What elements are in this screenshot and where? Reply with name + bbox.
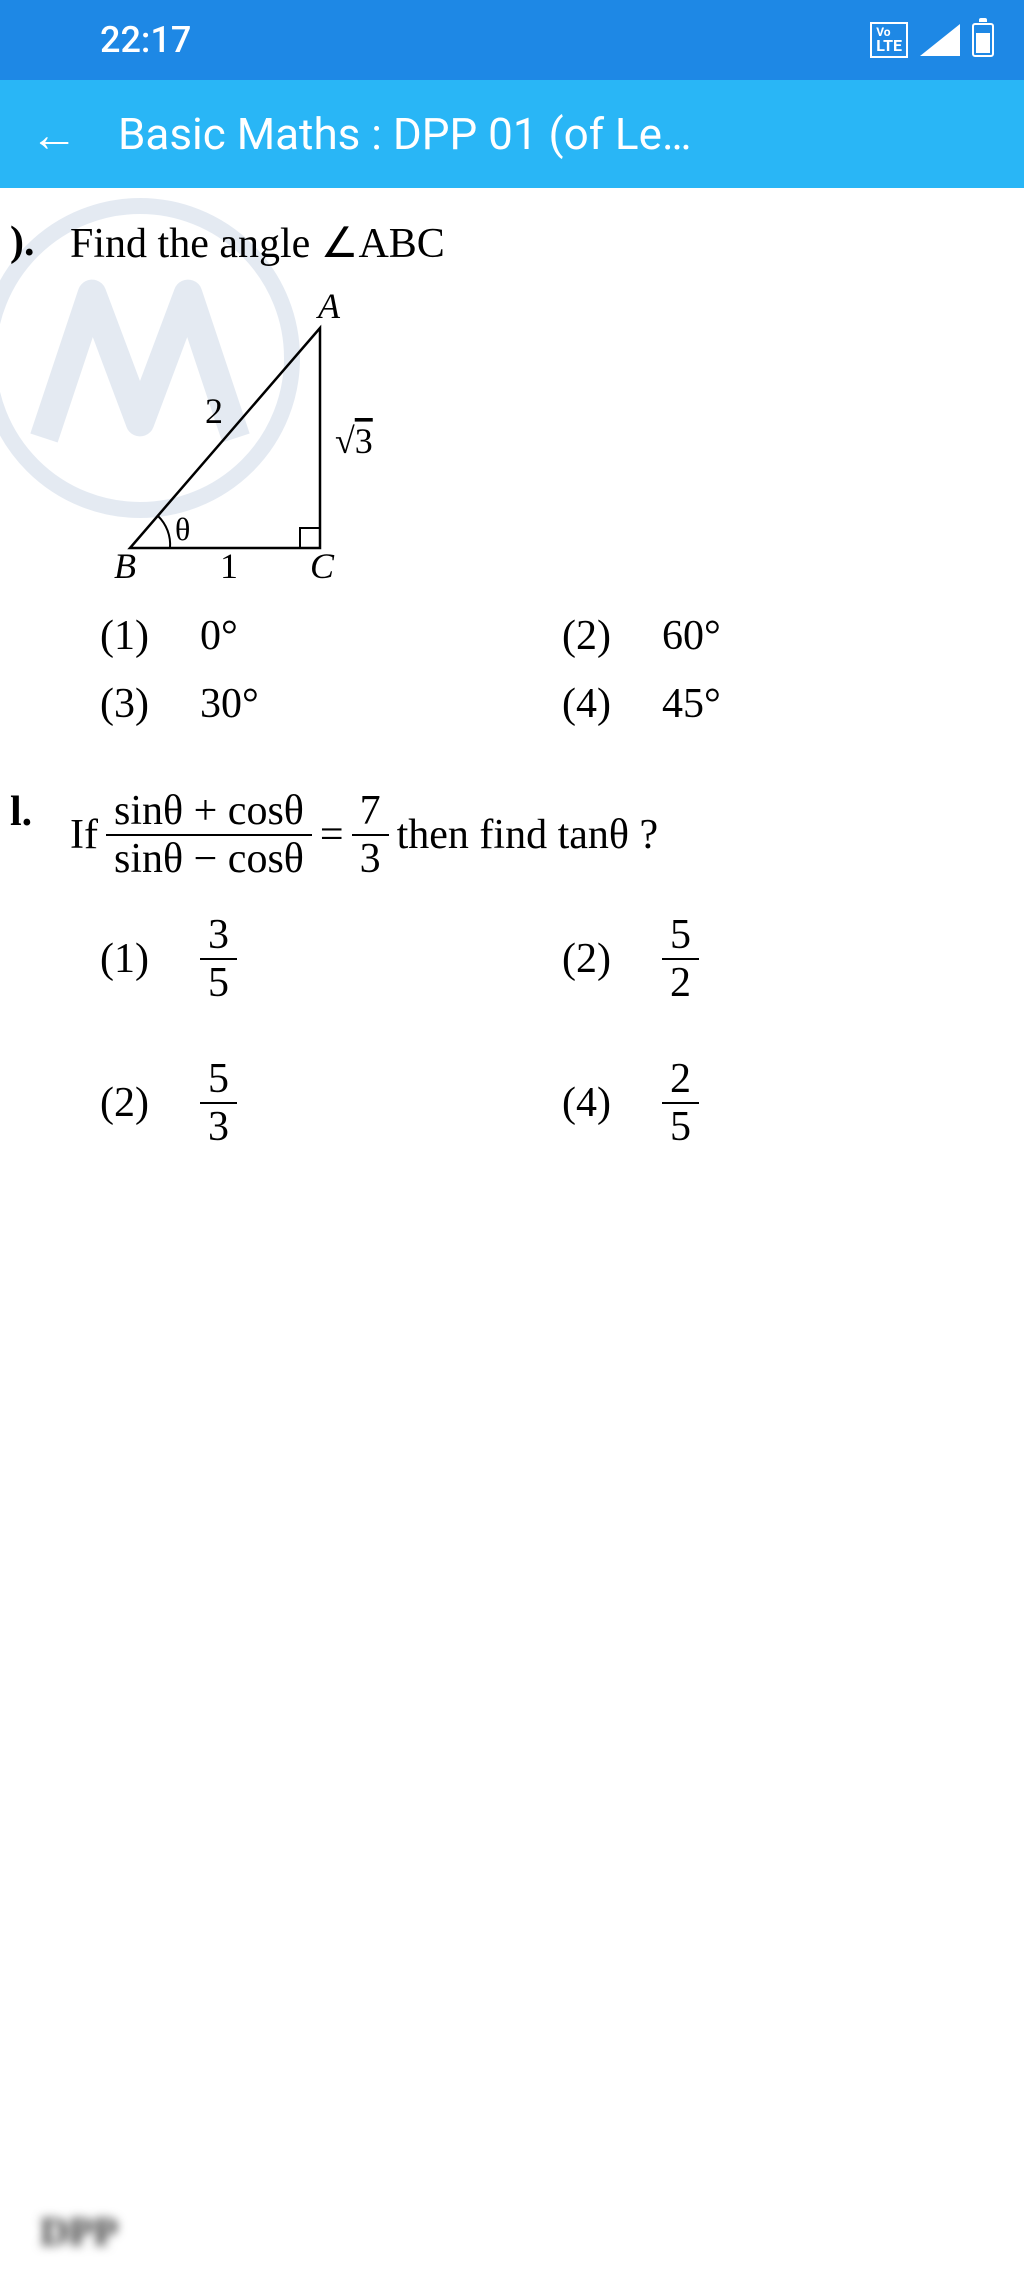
lte-bottom: LTE [876,38,902,54]
q0-prompt: Find the angle ∠ABC [70,218,984,268]
app-bar: ← Basic Maths : DPP 01 (of Le… [0,80,1024,188]
q1-o1-den: 5 [200,960,237,1006]
q1-equals: = [320,811,344,859]
q1-o4-den: 5 [662,1104,699,1150]
q1-o4-num: 2 [662,1056,699,1104]
q1-o2-den: 2 [662,960,699,1006]
q0-o1-label: (1) [100,612,160,660]
q0-o3-label: (3) [100,680,160,728]
signal-icon [920,24,960,56]
q1-options: (1) 3 5 (2) 5 2 (2) 5 [100,912,984,1150]
q1-o2-num: 5 [662,912,699,960]
side-BC: 1 [220,546,238,586]
q1-o1-num: 3 [200,912,237,960]
q1-o4-frac: 2 5 [662,1056,699,1150]
q1-lhs-num: sinθ + cosθ [106,788,312,836]
question-0: ). Find the angle ∠ABC A B C [40,218,984,728]
q0-options: (1) 0° (2) 60° (3) 30° (4) 45° [100,612,984,728]
q0-o4-label: (4) [562,680,622,728]
q0-o3-val: 30° [200,680,259,728]
q0-option-4[interactable]: (4) 45° [562,680,984,728]
label-B: B [114,546,136,586]
q1-number: l. [10,788,70,836]
q0-option-1[interactable]: (1) 0° [100,612,522,660]
back-button[interactable]: ← [30,106,78,163]
q1-o4-label: (4) [562,1079,622,1127]
q1-o3-num: 5 [200,1056,237,1104]
angle-theta: θ [175,511,190,547]
q1-lhs-fraction: sinθ + cosθ sinθ − cosθ [106,788,312,882]
q1-prompt-suffix: then find tanθ ? [397,811,659,859]
q1-prompt-prefix: If [70,811,98,859]
q1-rhs-num: 7 [352,788,389,836]
label-A: A [316,286,341,326]
q1-lhs-den: sinθ − cosθ [106,836,312,882]
q1-o3-label: (2) [100,1079,160,1127]
content-area: ). Find the angle ∠ABC A B C [0,188,1024,1220]
q1-option-4[interactable]: (4) 2 5 [562,1056,984,1150]
q0-o2-val: 60° [662,612,721,660]
q0-prompt-text: Find the angle ∠ABC [70,221,445,267]
page-title: Basic Maths : DPP 01 (of Le… [118,108,691,160]
q1-o2-frac: 5 2 [662,912,699,1006]
side-AB: 2 [205,391,223,431]
status-time: 22:17 [100,19,191,61]
q1-prompt: If sinθ + cosθ sinθ − cosθ = 7 3 then fi… [70,788,984,882]
footer-text: DPP [40,2209,118,2254]
side-AC: √3 [335,421,373,461]
blurred-footer: DPP [0,2188,1024,2275]
q0-number: ). [10,218,70,266]
q0-o2-label: (2) [562,612,622,660]
q1-o2-label: (2) [562,935,622,983]
q1-o3-den: 3 [200,1104,237,1150]
q1-option-1[interactable]: (1) 3 5 [100,912,522,1006]
q0-o1-val: 0° [200,612,238,660]
q0-option-2[interactable]: (2) 60° [562,612,984,660]
q1-rhs-fraction: 7 3 [352,788,389,882]
label-C: C [310,546,335,586]
q1-o1-frac: 3 5 [200,912,237,1006]
lte-icon: Vo LTE [870,22,908,58]
q0-o4-val: 45° [662,680,721,728]
q1-option-3[interactable]: (2) 5 3 [100,1056,522,1150]
q0-option-3[interactable]: (3) 30° [100,680,522,728]
triangle-diagram: A B C 2 1 √3 θ [100,278,984,592]
status-icons: Vo LTE [870,22,994,58]
status-bar: 22:17 Vo LTE [0,0,1024,80]
q1-o1-label: (1) [100,935,160,983]
battery-icon [972,23,994,57]
question-1: l. If sinθ + cosθ sinθ − cosθ = 7 3 then… [40,788,984,1150]
q1-option-2[interactable]: (2) 5 2 [562,912,984,1006]
q1-o3-frac: 5 3 [200,1056,237,1150]
q1-rhs-den: 3 [352,836,389,882]
